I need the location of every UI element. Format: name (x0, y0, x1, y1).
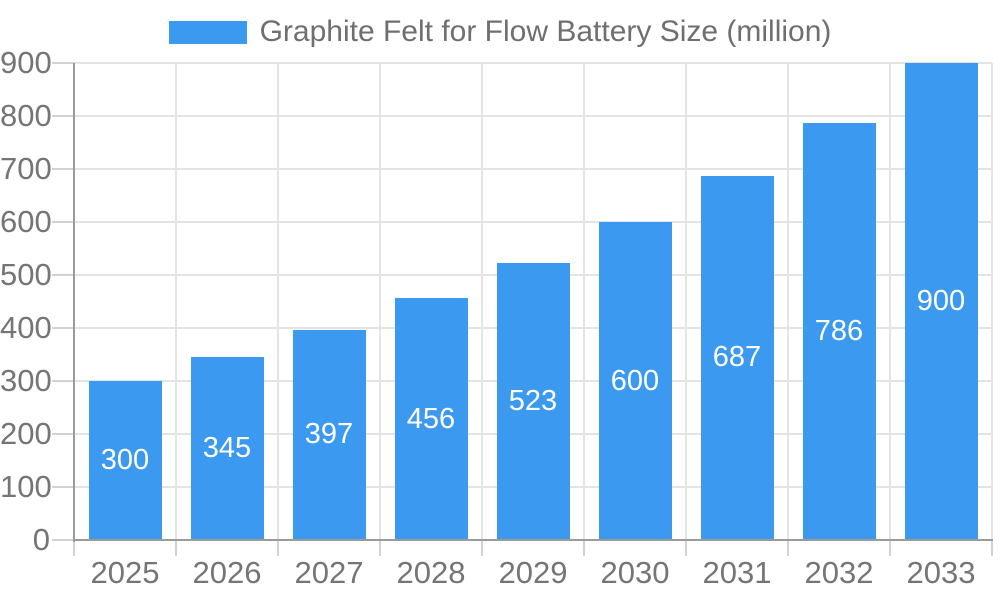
x-tick-label: 2026 (192, 555, 262, 590)
y-tick-label: 700 (0, 151, 52, 186)
y-tick-label: 400 (0, 310, 52, 345)
y-tick (52, 433, 74, 435)
y-tick-label: 200 (0, 416, 52, 451)
legend-swatch (168, 20, 247, 44)
y-tick (52, 327, 74, 329)
v-gridline (379, 63, 381, 540)
bar-value-label: 687 (712, 341, 762, 374)
h-gridline (74, 221, 992, 223)
x-tick (175, 540, 177, 556)
x-tick (481, 540, 483, 556)
bar-value-label: 786 (814, 315, 864, 348)
y-tick-label: 500 (0, 257, 52, 292)
y-tick-label: 100 (0, 469, 52, 504)
x-tick (277, 540, 279, 556)
x-tick (583, 540, 585, 556)
v-gridline (889, 63, 891, 540)
bar-value-label: 397 (304, 418, 354, 451)
y-tick-label: 800 (0, 98, 52, 133)
x-tick-label: 2032 (804, 555, 874, 590)
y-tick (52, 380, 74, 382)
x-tick (889, 540, 891, 556)
v-gridline (481, 63, 483, 540)
bar-value-label: 900 (916, 285, 966, 317)
y-tick (52, 62, 74, 64)
y-tick (52, 539, 74, 541)
bar-2026 (190, 357, 264, 539)
v-gridline (991, 63, 993, 540)
v-gridline (787, 63, 789, 540)
bar-2025 (88, 381, 162, 539)
bar-value-label: 300 (100, 444, 150, 476)
bar-2031 (700, 175, 774, 539)
bar-2027 (292, 329, 366, 539)
v-gridline (277, 63, 279, 540)
y-tick (52, 221, 74, 223)
h-gridline (74, 115, 992, 117)
x-tick-label: 2029 (498, 555, 568, 590)
bar-value-label: 345 (202, 432, 252, 465)
y-tick-label: 300 (0, 363, 52, 398)
bar-2033 (904, 63, 978, 539)
x-tick-label: 2031 (702, 555, 772, 590)
v-gridline (175, 63, 177, 540)
v-gridline (583, 63, 585, 540)
x-tick (73, 540, 75, 556)
x-tick (379, 540, 381, 556)
y-tick-label: 600 (0, 204, 52, 239)
h-gridline (74, 62, 992, 64)
y-axis-line (73, 63, 75, 542)
x-tick (787, 540, 789, 556)
x-tick (685, 540, 687, 556)
bar-value-label: 600 (610, 364, 660, 397)
bar-2029 (496, 262, 570, 539)
x-tick-label: 2027 (294, 555, 364, 590)
y-tick-label: 900 (0, 45, 52, 80)
bar-value-label: 523 (508, 384, 558, 417)
h-gridline (74, 168, 992, 170)
y-tick (52, 486, 74, 488)
x-tick-label: 2025 (90, 555, 160, 590)
chart-legend: Graphite Felt for Flow Battery Size (mil… (0, 16, 1000, 48)
x-tick (991, 540, 993, 556)
v-gridline (685, 63, 687, 540)
y-tick (52, 274, 74, 276)
y-tick-label: 0 (32, 522, 50, 557)
y-tick (52, 168, 74, 170)
x-axis-line (73, 539, 993, 541)
bar-2030 (598, 222, 672, 539)
y-tick (52, 115, 74, 117)
bar-2028 (394, 298, 468, 539)
bar-2032 (802, 123, 876, 539)
x-tick-label: 2033 (906, 555, 976, 590)
x-tick-label: 2028 (396, 555, 466, 590)
legend-label: Graphite Felt for Flow Battery Size (mil… (259, 15, 832, 48)
bar-value-label: 456 (406, 402, 456, 435)
x-tick-label: 2030 (600, 555, 670, 590)
